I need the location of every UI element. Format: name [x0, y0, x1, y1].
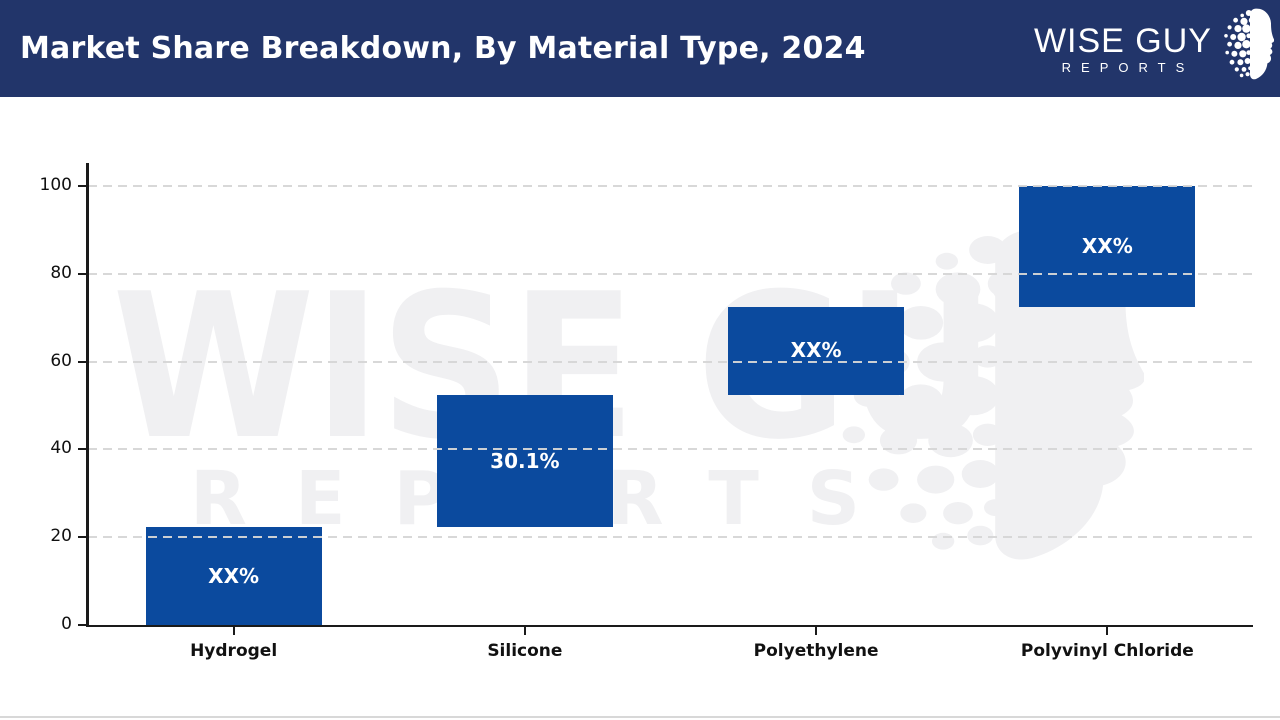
brand-logo: WISE GUY REPORTS	[1034, 0, 1280, 97]
y-axis-tick-100	[78, 185, 88, 187]
bar-polyethylene	[728, 306, 905, 395]
wiseguy-head-icon	[1224, 8, 1274, 79]
x-axis-tick-hydrogel	[232, 627, 235, 635]
y-axis-tick-80	[78, 272, 88, 275]
y-tick-label-20: 20	[50, 526, 72, 547]
logo-subtitle: REPORTS	[1061, 59, 1195, 75]
x-tick-label-polyethylene: Polyethylene	[753, 641, 879, 661]
y-tick-label-100: 100	[39, 175, 72, 195]
y-axis-tick-20	[78, 536, 88, 539]
y-axis-tick-40	[78, 448, 88, 451]
logo-title: WISE GUY	[1033, 21, 1212, 60]
x-axis-tick-silicone	[523, 627, 526, 635]
y-tick-label-0: 0	[61, 614, 72, 634]
gridline-y-40	[88, 448, 1253, 451]
x-axis-tick-polyethylene	[815, 627, 818, 635]
gridline-y-100	[88, 185, 1253, 187]
y-tick-label-40: 40	[50, 438, 72, 459]
x-tick-label-polyvinyl-chloride: Polyvinyl Chloride	[1020, 641, 1194, 661]
bottom-border	[0, 716, 1280, 718]
bar-value-label-silicone: 30.1%	[490, 448, 560, 473]
x-tick-label-silicone: Silicone	[487, 641, 563, 661]
y-tick-label-60: 60	[50, 350, 72, 371]
x-axis-line	[86, 624, 1253, 627]
bar-polyvinyl-chloride	[1019, 186, 1196, 307]
page-title: Market Share Breakdown, By Material Type…	[20, 31, 866, 66]
bar-silicone	[436, 394, 613, 527]
y-axis-tick-0	[78, 624, 88, 626]
header: Market Share Breakdown, By Material Type…	[0, 0, 1280, 97]
bar-value-label-hydrogel: XX%	[208, 563, 260, 588]
bar-value-label-polyvinyl-chloride: XX%	[1081, 234, 1133, 258]
y-axis-tick-60	[78, 360, 88, 363]
y-tick-label-80: 80	[50, 262, 72, 283]
logo-wordmark: WISE GUY REPORTS	[1034, 24, 1212, 74]
gridline-y-60	[88, 360, 1253, 363]
gridline-y-20	[88, 536, 1253, 539]
y-axis-line	[86, 163, 89, 627]
x-tick-label-hydrogel: Hydrogel	[190, 641, 278, 661]
x-axis-tick-polyvinyl-chloride	[1106, 627, 1109, 635]
bar-hydrogel	[145, 526, 322, 625]
gridline-y-80	[88, 272, 1253, 275]
bar-value-label-polyethylene: XX%	[790, 337, 842, 362]
